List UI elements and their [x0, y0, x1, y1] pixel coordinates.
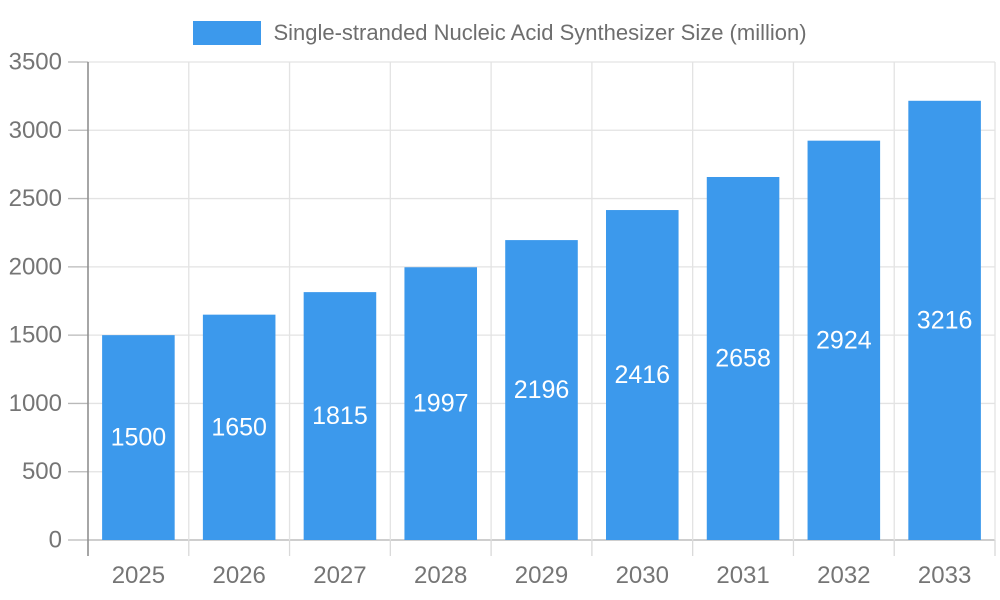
bar-2031[interactable]: [706, 176, 780, 540]
bar-2026[interactable]: [202, 314, 276, 540]
bar-2033[interactable]: [908, 100, 981, 540]
legend-item[interactable]: Single-stranded Nucleic Acid Synthesizer…: [0, 21, 1000, 45]
bar-2029[interactable]: [505, 240, 578, 540]
bar-value-label: 2196: [514, 376, 570, 404]
bar-value-label: 1815: [312, 402, 368, 430]
bar-2030[interactable]: [605, 210, 679, 540]
bar-value-label: 1650: [211, 413, 267, 441]
y-axis-label: 1000: [9, 390, 62, 417]
bar-value-label: 2658: [715, 344, 771, 372]
x-axis-label-2025: 2025: [112, 562, 165, 589]
bar-value-label: 1500: [111, 424, 167, 452]
x-axis-label-2033: 2033: [918, 562, 971, 589]
bar-value-label: 1997: [413, 390, 469, 418]
y-axis-label: 1500: [9, 322, 62, 349]
y-axis-label: 2000: [9, 253, 62, 280]
x-axis-label-2031: 2031: [716, 562, 769, 589]
bar-value-label: 2924: [816, 326, 872, 354]
bar-2027[interactable]: [303, 292, 377, 540]
x-axis-label-2032: 2032: [817, 562, 870, 589]
x-axis-label-2027: 2027: [313, 562, 366, 589]
y-axis-label: 3000: [9, 117, 62, 144]
bar-value-label: 3216: [917, 306, 973, 334]
x-axis-label-2026: 2026: [212, 562, 265, 589]
bar-2028[interactable]: [404, 267, 478, 540]
x-axis-label-2029: 2029: [515, 562, 568, 589]
bar-value-label: 2416: [614, 361, 670, 389]
x-axis-label-2030: 2030: [616, 562, 669, 589]
y-axis-label: 3500: [9, 49, 62, 76]
bar-2032[interactable]: [807, 140, 881, 540]
x-axis-label-2028: 2028: [414, 562, 467, 589]
y-axis-label: 2500: [9, 185, 62, 212]
y-axis-label: 0: [49, 527, 62, 554]
bar-2025[interactable]: [102, 335, 175, 540]
legend-label: Single-stranded Nucleic Acid Synthesizer…: [273, 20, 807, 45]
legend-swatch: [193, 21, 262, 45]
y-axis-label: 500: [22, 458, 62, 485]
